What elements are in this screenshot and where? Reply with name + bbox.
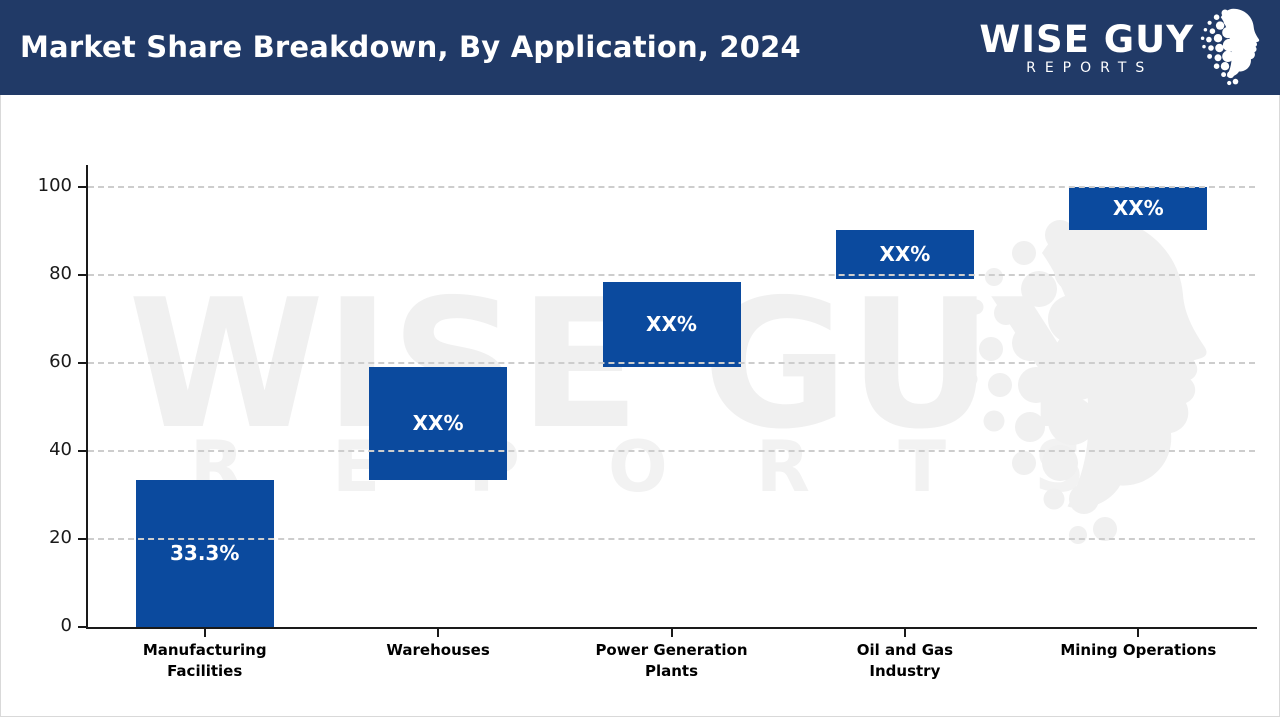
- grid-line: [88, 274, 1255, 276]
- x-category-label-line: Mining Operations: [1060, 641, 1217, 659]
- bar-value-label: 33.3%: [169, 540, 240, 565]
- y-tick-mark: [78, 450, 87, 452]
- y-tick-mark: [78, 274, 87, 276]
- x-category-label-line: Oil and Gas: [856, 641, 954, 659]
- wiseguy-logo: WISE GUY REPORTS: [979, 6, 1268, 90]
- x-category-label-line: Power Generation: [595, 641, 748, 659]
- header-bar: Market Share Breakdown, By Application, …: [0, 0, 1280, 95]
- grid-line: [88, 362, 1255, 364]
- logo-face-icon: [1200, 8, 1260, 86]
- y-tick-label: 60: [49, 351, 72, 372]
- x-category-label-line: Facilities: [167, 662, 243, 680]
- x-axis: [86, 627, 1257, 629]
- watermark-face-icon: [956, 217, 1207, 544]
- bar-2: [369, 367, 508, 481]
- x-category-label: Power Generation Plants: [562, 640, 782, 682]
- bar-1: [135, 480, 274, 627]
- x-tick-mark: [437, 629, 440, 637]
- grid-line: [88, 186, 1255, 188]
- bar-value-label: XX%: [412, 410, 464, 435]
- bar-5: [1069, 187, 1208, 231]
- y-axis: [86, 165, 88, 629]
- bar-4: [835, 230, 974, 280]
- x-tick-mark: [203, 629, 206, 637]
- bar-value-label: XX%: [646, 311, 697, 336]
- x-tick-mark: [670, 629, 673, 637]
- y-tick-label: 40: [49, 439, 72, 460]
- x-category-label: Mining Operations: [1028, 640, 1248, 661]
- x-category-label: Warehouses: [328, 640, 548, 661]
- x-tick-mark: [903, 629, 906, 637]
- x-category-label-line: Plants: [644, 662, 699, 680]
- x-category-label: Manufacturing Facilities: [95, 640, 315, 682]
- logo-wiseguy-text: WISE GUY: [979, 18, 1194, 61]
- y-tick-mark: [78, 538, 87, 540]
- bar-value-label: XX%: [879, 241, 931, 266]
- x-tick-mark: [1137, 629, 1140, 637]
- grid-line: [88, 538, 1255, 540]
- x-category-label-line: Industry: [869, 662, 941, 680]
- y-tick-mark: [78, 626, 87, 628]
- logo-wordmark: WISE GUY REPORTS: [979, 18, 1194, 77]
- y-tick-label: 100: [37, 175, 72, 196]
- chart-title: Market Share Breakdown, By Application, …: [20, 30, 801, 64]
- bar-value-label: XX%: [1112, 195, 1164, 220]
- y-tick-mark: [78, 186, 87, 188]
- y-tick-label: 20: [49, 527, 72, 548]
- x-category-label-line: Manufacturing: [142, 641, 267, 659]
- y-tick-label: 0: [60, 615, 72, 636]
- y-tick-label: 80: [49, 263, 72, 284]
- x-category-label: Oil and Gas Industry: [795, 640, 1015, 682]
- x-category-label-line: Warehouses: [386, 641, 490, 659]
- bar-3: [602, 281, 741, 368]
- y-tick-mark: [78, 362, 87, 364]
- grid-line: [88, 450, 1255, 452]
- logo-reports-text: REPORTS: [1026, 60, 1154, 76]
- watermark-reports-text: R E P O R T S: [190, 426, 1117, 508]
